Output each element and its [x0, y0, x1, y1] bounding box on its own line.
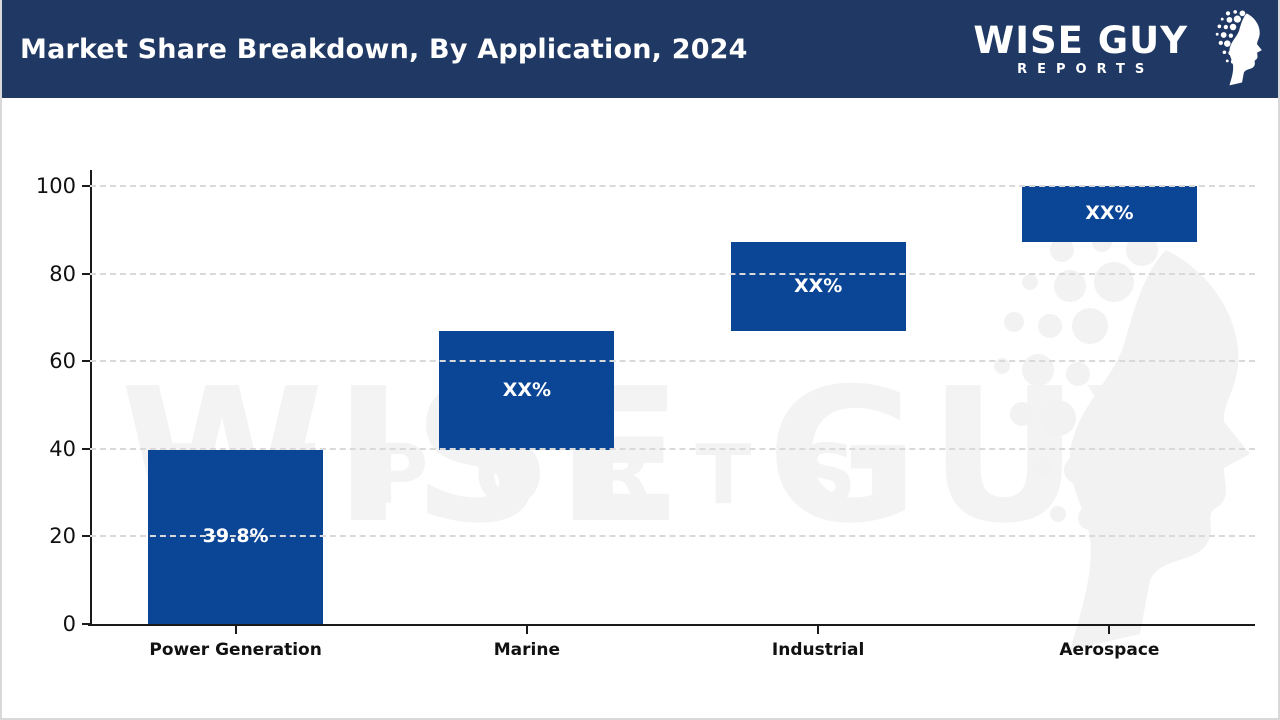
wiseguy-logo-text: WISE GUY REPORTS [973, 22, 1188, 76]
y-tick [82, 272, 90, 275]
logo-subtitle: REPORTS [1017, 62, 1155, 77]
gridline-100 [90, 185, 1255, 187]
y-tick-label: 40 [49, 436, 76, 461]
y-tick-label: 0 [62, 612, 76, 636]
x-category-label: Aerospace [1059, 640, 1160, 660]
y-tick [82, 623, 90, 625]
bar-marine [439, 331, 615, 450]
gridline-60 [90, 360, 1255, 363]
x-tick [817, 626, 820, 634]
page-title: Market Share Breakdown, By Application, … [20, 33, 748, 65]
gridline-20 [90, 535, 1255, 538]
y-tick-label: 20 [49, 524, 76, 549]
bar-value-label: 39.8% [202, 524, 269, 547]
bar-value-label: XX% [502, 378, 552, 401]
bar-value-label: XX% [793, 274, 843, 297]
y-tick-label: 80 [49, 261, 76, 286]
x-category-label: Power Generation [149, 640, 322, 660]
y-tick-label: 100 [35, 174, 76, 198]
x-tick [234, 626, 237, 634]
y-tick [82, 185, 90, 187]
x-category-label: Industrial [771, 640, 865, 660]
header-bar: Market Share Breakdown, By Application, … [2, 0, 1278, 98]
x-category-label: Marine [493, 640, 560, 660]
gridline-40 [90, 447, 1255, 450]
x-tick [1108, 626, 1111, 634]
y-tick-label: 60 [49, 349, 76, 374]
wiseguy-logo: WISE GUY REPORTS [973, 7, 1264, 91]
x-tick [525, 626, 528, 634]
y-tick [82, 447, 90, 450]
y-tick [82, 360, 90, 363]
bar-industrial [730, 242, 906, 332]
y-axis-line [90, 170, 92, 626]
bar-aerospace [1021, 186, 1197, 243]
x-axis-line [88, 624, 1255, 626]
wiseguy-face-icon [1215, 10, 1262, 86]
logo-wordmark: WISE GUY [973, 19, 1188, 62]
gridline-80 [90, 272, 1255, 275]
bar-value-label: XX% [1085, 202, 1134, 225]
y-tick [82, 535, 90, 538]
chart-canvas: WISE GUY REPORTS 39.8% Power Generation XX… [2, 98, 1278, 718]
